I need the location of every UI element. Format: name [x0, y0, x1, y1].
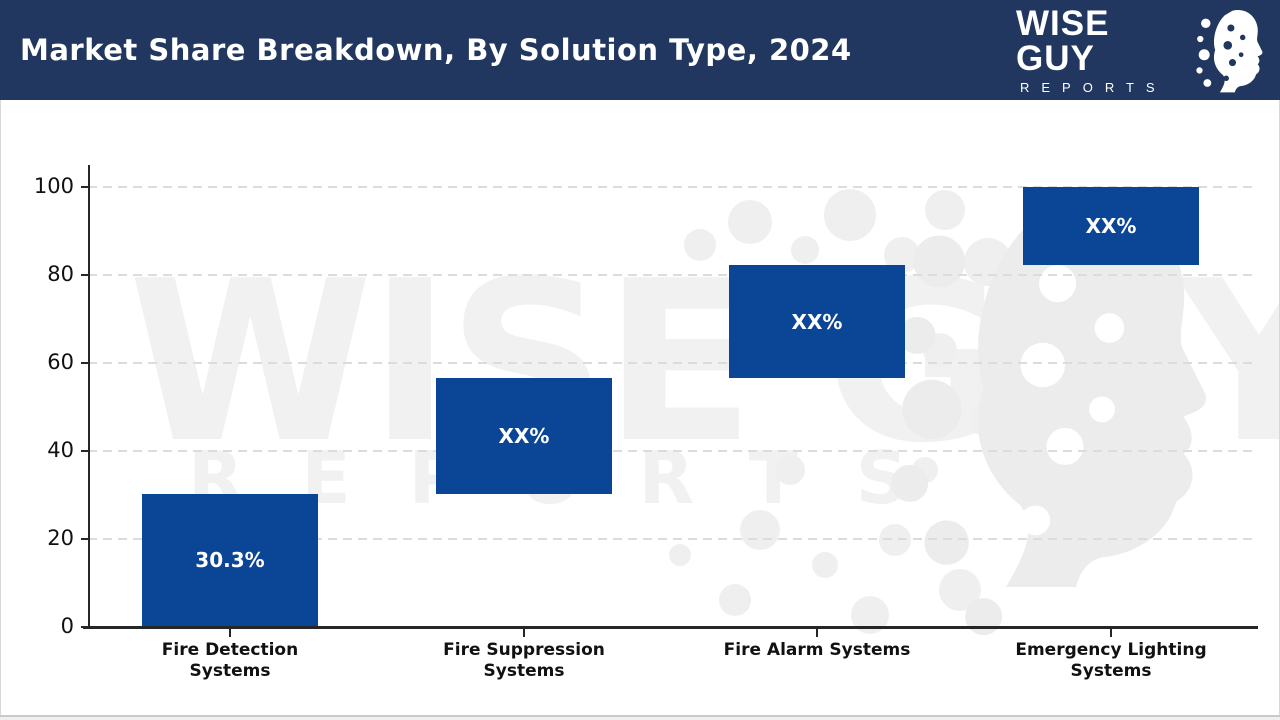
x-tick-mark-2: [523, 629, 525, 637]
y-axis-line: [88, 165, 90, 628]
page-border-bottom-strip: [0, 717, 1280, 720]
x-tick-label-fire-suppression-systems: Fire Suppression Systems: [443, 640, 605, 682]
x-tick-label-fire-alarm-systems: Fire Alarm Systems: [723, 640, 911, 660]
y-tick-label-100: 100: [33, 174, 74, 198]
page-border-left: [0, 100, 1, 717]
brand-logo-name: WISE GUY: [1016, 3, 1110, 78]
brand-logo: WISE GUY REPORTS: [1016, 6, 1266, 95]
bar-value-label: XX%: [498, 423, 550, 448]
y-tick-mark-60: [81, 362, 89, 364]
gridline-60: [88, 362, 1258, 364]
brand-logo-sub: REPORTS: [1020, 79, 1167, 95]
x-tick-mark-3: [816, 629, 818, 637]
bar-fire-detection-systems: 30.3%: [142, 493, 318, 627]
x-tick-mark-4: [1110, 629, 1112, 637]
gridline-40: [88, 450, 1258, 452]
bar-value-label: 30.3%: [195, 548, 265, 573]
y-tick-mark-20: [81, 538, 89, 540]
page-border-bottom: [0, 715, 1280, 717]
x-axis-line: [83, 626, 1258, 629]
brand-logo-text: WISE GUY REPORTS: [1016, 6, 1197, 95]
gridline-80: [88, 274, 1258, 276]
bar-emergency-lighting-systems: XX%: [1023, 187, 1199, 266]
gridline-100: [88, 186, 1258, 188]
x-tick-label-emergency-lighting-systems: Emergency Lighting Systems: [1015, 640, 1207, 682]
y-tick-label-80: 80: [47, 262, 74, 286]
y-tick-mark-40: [81, 450, 89, 452]
bar-value-label: XX%: [1085, 214, 1137, 239]
bar-value-label: XX%: [791, 309, 843, 334]
y-tick-mark-100: [81, 186, 89, 188]
y-tick-label-0: 0: [60, 614, 74, 638]
brand-logo-face-icon: [1196, 10, 1263, 93]
x-tick-mark-1: [229, 629, 231, 637]
header-bar: Market Share Breakdown, By Solution Type…: [0, 0, 1280, 100]
gridline-20: [88, 538, 1258, 540]
y-tick-label-60: 60: [47, 350, 74, 374]
x-tick-label-fire-detection-systems: Fire Detection Systems: [161, 640, 299, 682]
y-tick-label-20: 20: [47, 526, 74, 550]
y-tick-mark-0: [81, 626, 89, 628]
y-tick-label-40: 40: [47, 438, 74, 462]
chart-title: Market Share Breakdown, By Solution Type…: [20, 33, 852, 67]
bar-fire-suppression-systems: XX%: [436, 377, 612, 494]
bar-fire-alarm-systems: XX%: [729, 265, 905, 378]
y-tick-mark-80: [81, 274, 89, 276]
